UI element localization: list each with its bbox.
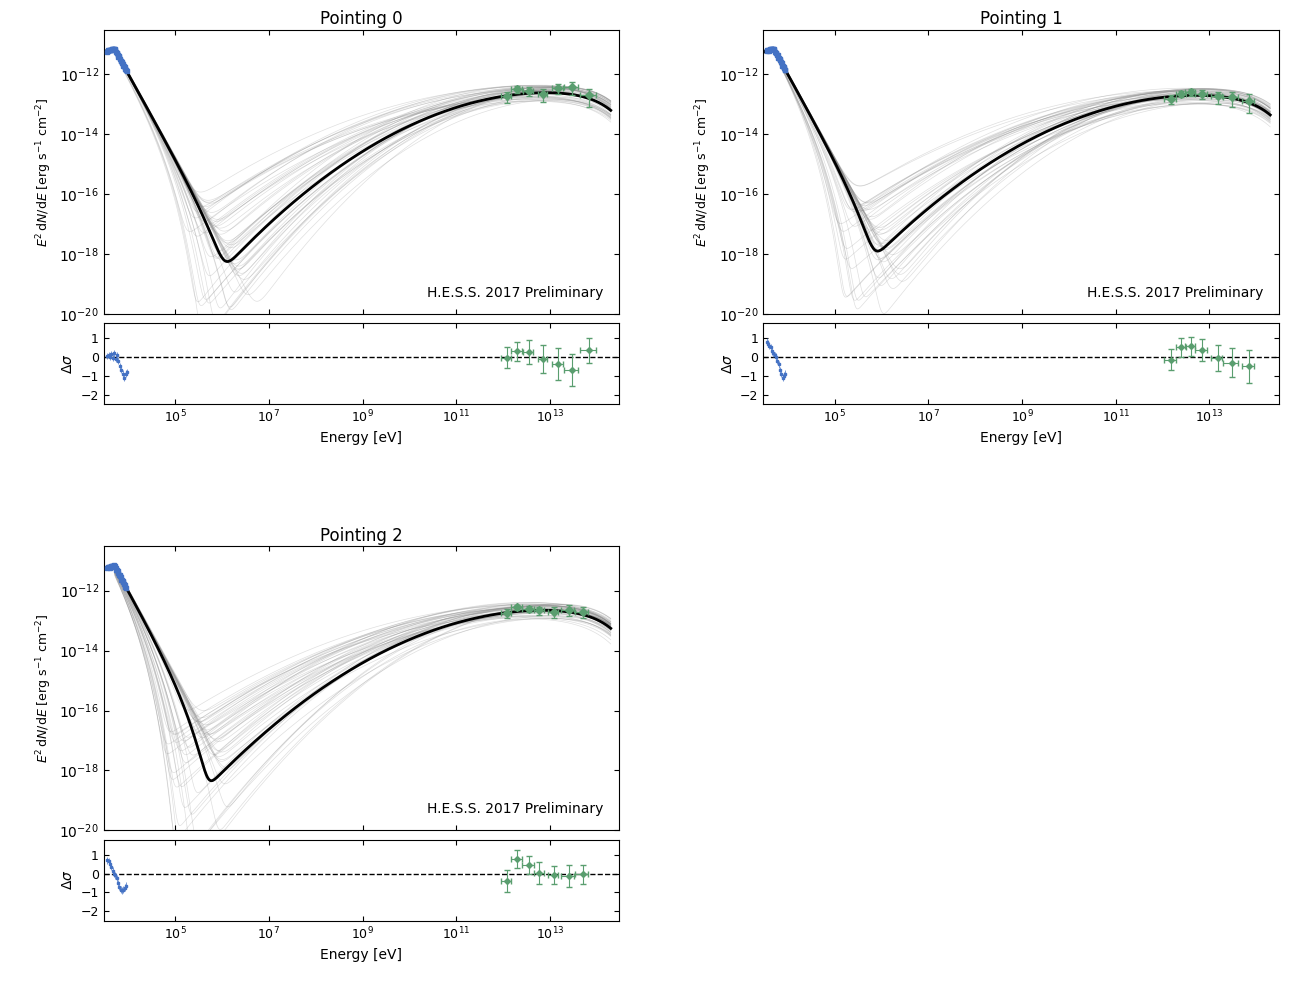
Y-axis label: $\Delta\sigma$: $\Delta\sigma$: [61, 870, 75, 890]
Title: Pointing 1: Pointing 1: [980, 10, 1062, 28]
Title: Pointing 0: Pointing 0: [321, 10, 402, 28]
X-axis label: Energy [eV]: Energy [eV]: [321, 947, 402, 961]
Y-axis label: $E^2\,\mathrm{d}N/\mathrm{d}E$ [erg s$^{-1}$ cm$^{-2}$]: $E^2\,\mathrm{d}N/\mathrm{d}E$ [erg s$^{…: [693, 97, 713, 247]
Y-axis label: $\Delta\sigma$: $\Delta\sigma$: [720, 353, 735, 374]
X-axis label: Energy [eV]: Energy [eV]: [980, 431, 1062, 446]
Y-axis label: $E^2\,\mathrm{d}N/\mathrm{d}E$ [erg s$^{-1}$ cm$^{-2}$]: $E^2\,\mathrm{d}N/\mathrm{d}E$ [erg s$^{…: [34, 614, 53, 763]
Text: H.E.S.S. 2017 Preliminary: H.E.S.S. 2017 Preliminary: [427, 802, 604, 816]
Text: H.E.S.S. 2017 Preliminary: H.E.S.S. 2017 Preliminary: [1086, 285, 1263, 300]
X-axis label: Energy [eV]: Energy [eV]: [321, 431, 402, 446]
Y-axis label: $E^2\,\mathrm{d}N/\mathrm{d}E$ [erg s$^{-1}$ cm$^{-2}$]: $E^2\,\mathrm{d}N/\mathrm{d}E$ [erg s$^{…: [34, 97, 53, 247]
Title: Pointing 2: Pointing 2: [321, 527, 402, 545]
Y-axis label: $\Delta\sigma$: $\Delta\sigma$: [61, 353, 75, 374]
Text: H.E.S.S. 2017 Preliminary: H.E.S.S. 2017 Preliminary: [427, 285, 604, 300]
